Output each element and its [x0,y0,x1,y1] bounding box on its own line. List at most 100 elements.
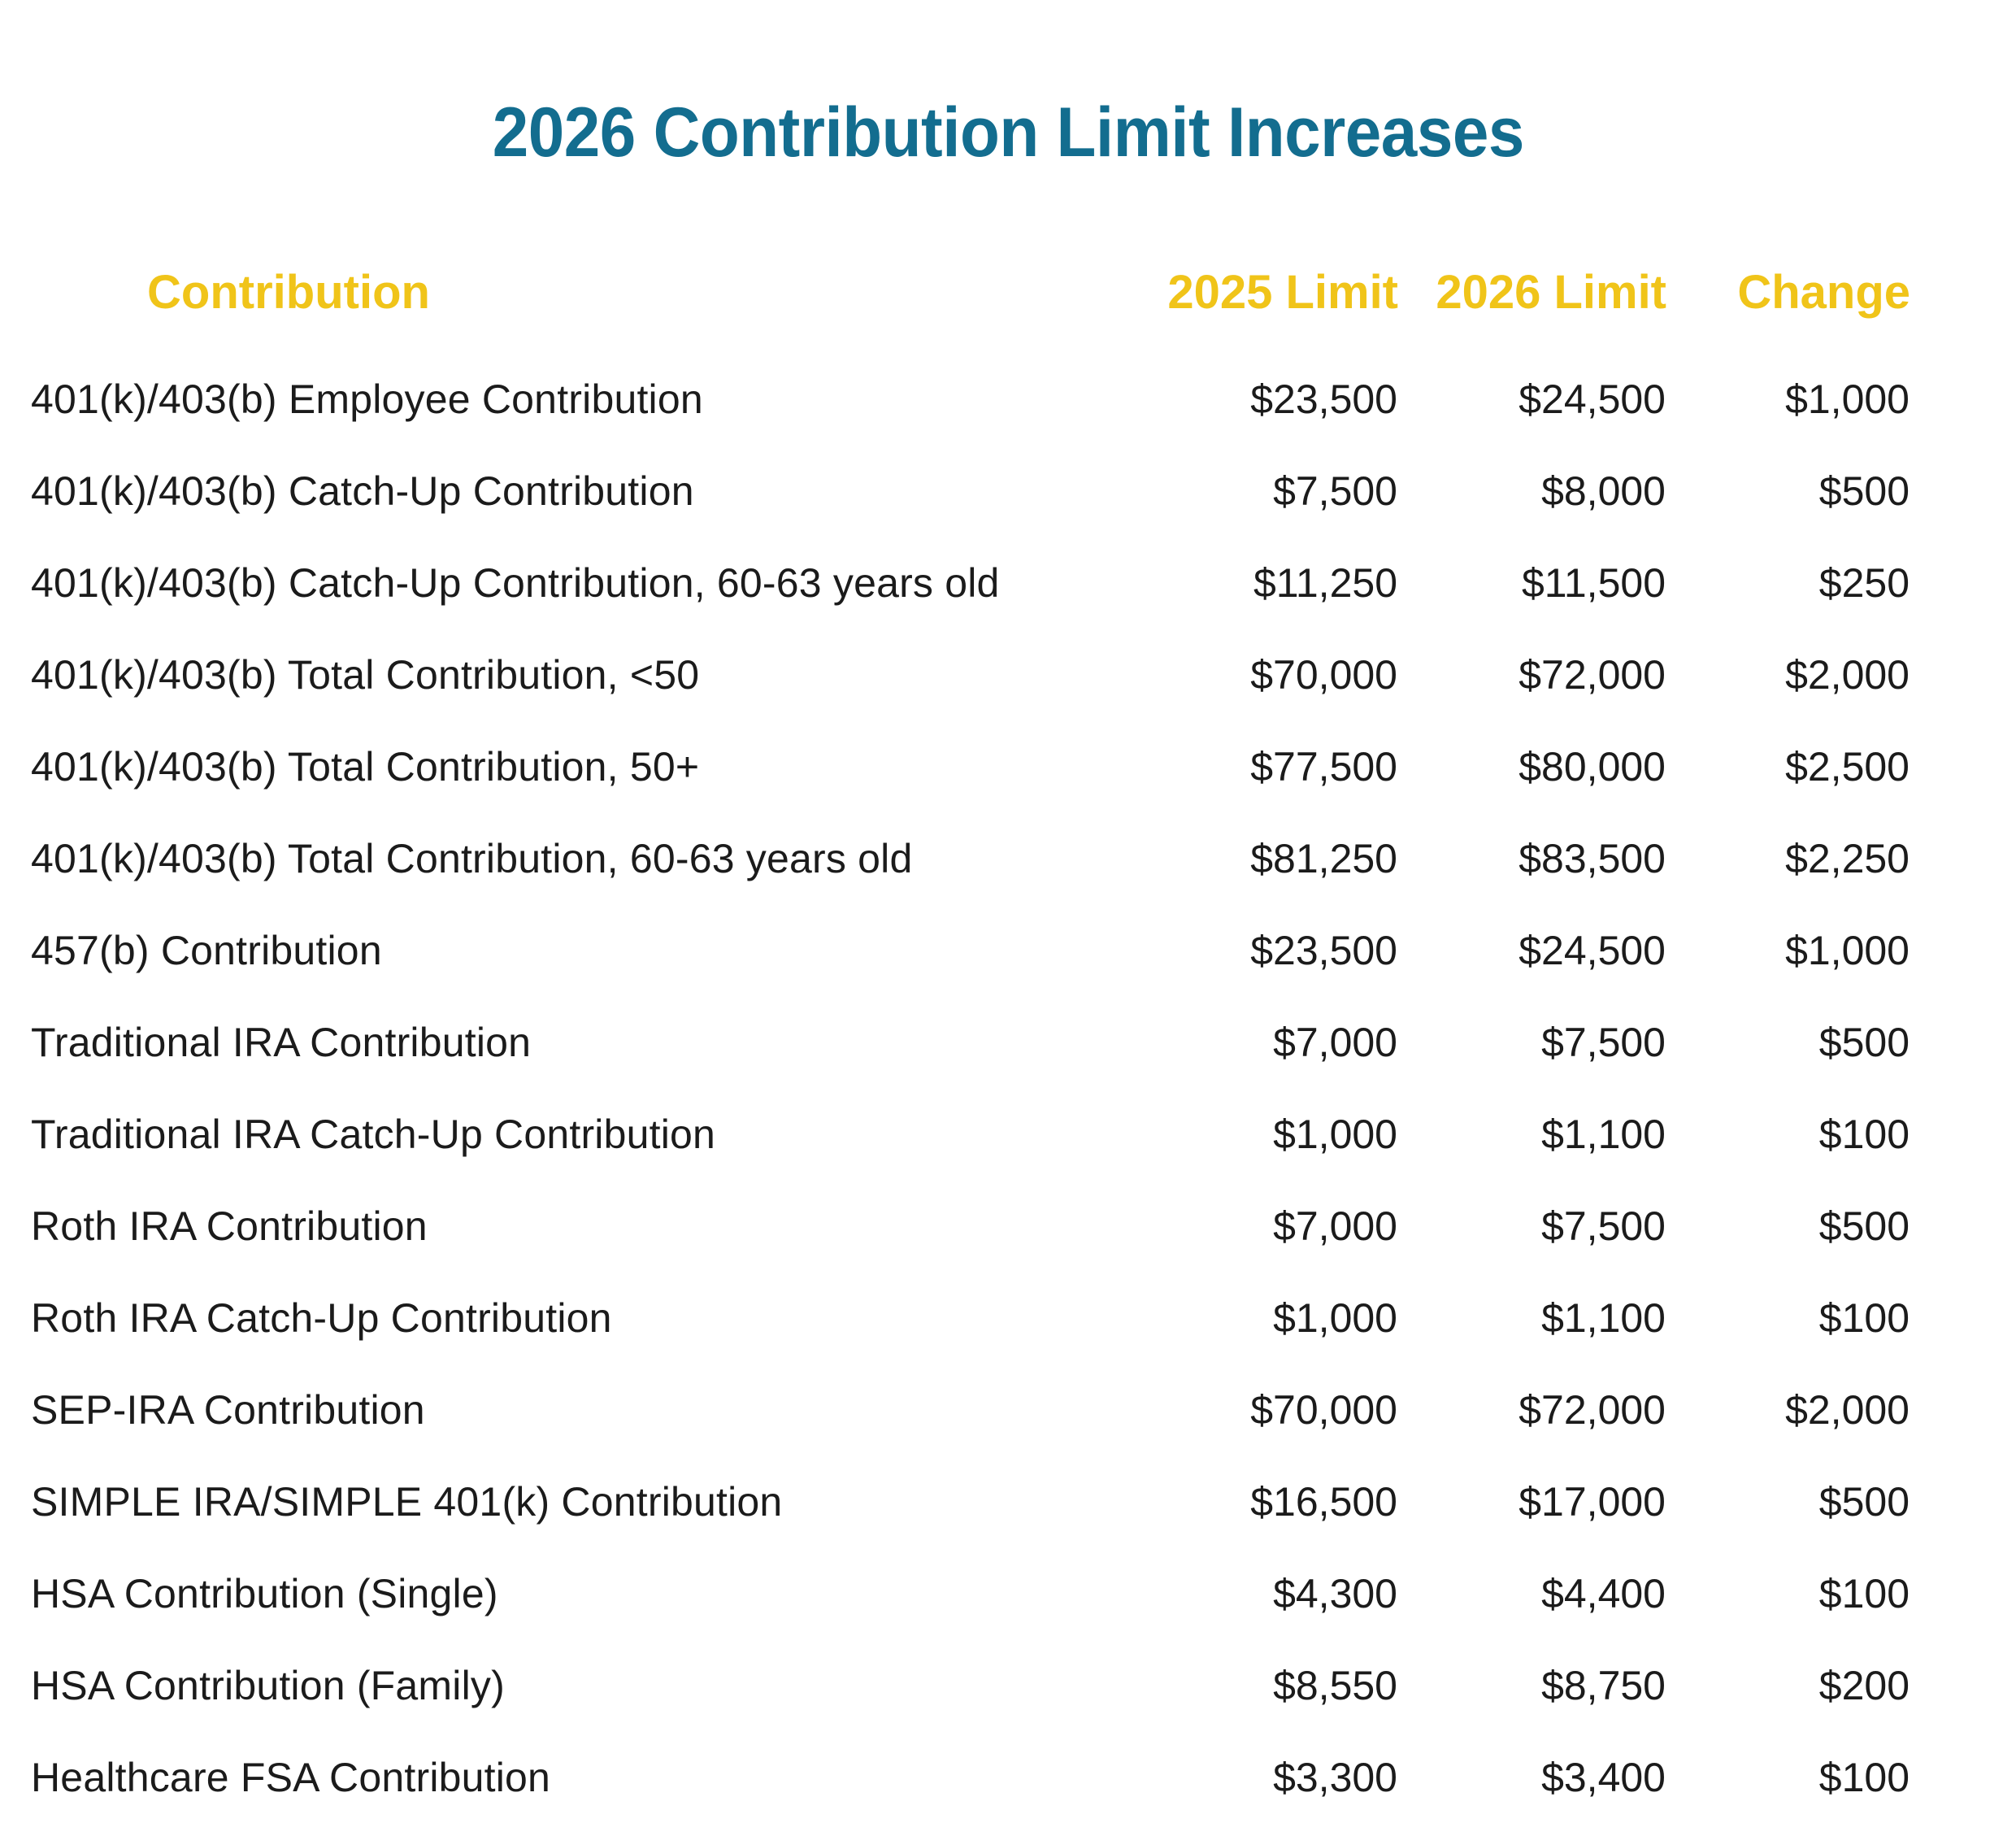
row-2026-limit: $4,400 [1541,1570,1666,1616]
row-change: $500 [1818,1019,1910,1065]
row-2025-limit: $16,500 [1250,1478,1397,1525]
row-2026-limit: $24,500 [1519,376,1666,422]
row-spacer [1910,996,2016,1088]
table-row: Traditional IRA Catch-Up Contribution $1,… [0,1088,2016,1180]
table-body: 401(k)/403(b) Employee Contribution $23,5… [0,316,2016,1823]
row-change: $1,000 [1785,927,1910,973]
row-label: SIMPLE IRA/SIMPLE 401(k) Contribution [31,1478,783,1525]
column-header-change: Change [1737,266,1910,320]
row-2026-limit: $7,500 [1541,1019,1666,1065]
table-row: HSA Contribution (Family) $8,550 $8,750 $20… [0,1639,2016,1731]
row-spacer [1910,1731,2016,1823]
row-change: $2,000 [1785,1386,1910,1433]
row-2025-limit: $7,500 [1273,468,1397,514]
row-spacer [1910,1639,2016,1731]
table-row: HSA Contribution (Single) $4,300 $4,400 $10… [0,1547,2016,1639]
table-row: Roth IRA Contribution $7,000 $7,500 $500 [0,1180,2016,1272]
row-2026-limit: $17,000 [1519,1478,1666,1525]
table-row: 401(k)/403(b) Employee Contribution $23,5… [0,316,2016,445]
row-change: $2,000 [1785,651,1910,698]
table-row: 401(k)/403(b) Total Contribution, 60-63 … [0,812,2016,904]
row-spacer [1910,1455,2016,1547]
row-label: Healthcare FSA Contribution [31,1754,551,1800]
row-label: SEP-IRA Contribution [31,1386,425,1433]
row-spacer [1910,1364,2016,1455]
row-label: 401(k)/403(b) Catch-Up Contribution, 60-… [31,559,1000,606]
row-change: $100 [1818,1570,1910,1616]
row-2025-limit: $7,000 [1273,1203,1397,1249]
column-header-spacer [1910,269,2016,316]
row-spacer [1910,1180,2016,1272]
row-change: $1,000 [1785,376,1910,422]
row-2026-limit: $72,000 [1519,1386,1666,1433]
table-row: Healthcare FSA Contribution $3,300 $3,400 $… [0,1731,2016,1823]
row-change: $100 [1818,1111,1910,1157]
page-title-container: 2026 Contribution Limit Increases [0,0,2016,214]
row-change: $2,250 [1785,835,1910,881]
row-2025-limit: $4,300 [1273,1570,1397,1616]
row-2026-limit: $3,400 [1541,1754,1666,1800]
row-2025-limit: $81,250 [1250,835,1397,881]
row-change: $200 [1818,1662,1910,1708]
column-header-2025-limit: 2025 Limit [1167,266,1398,320]
row-change: $2,500 [1785,743,1910,790]
row-change: $100 [1818,1294,1910,1341]
row-label: Roth IRA Contribution [31,1203,428,1249]
row-label: Traditional IRA Catch-Up Contribution [31,1111,716,1157]
table-row: Traditional IRA Contribution $7,000 $7,500… [0,996,2016,1088]
row-label: 457(b) Contribution [31,927,382,973]
row-change: $500 [1818,1478,1910,1525]
row-2025-limit: $23,500 [1250,927,1397,973]
table-row: 401(k)/403(b) Total Contribution, 50+ $77… [0,720,2016,812]
table-row: SIMPLE IRA/SIMPLE 401(k) Contribution $16… [0,1455,2016,1547]
row-2025-limit: $11,250 [1253,559,1397,606]
row-2026-limit: $8,750 [1541,1662,1666,1708]
row-2026-limit: $7,500 [1541,1203,1666,1249]
table-row: SEP-IRA Contribution $70,000 $72,000 $2,000 [0,1364,2016,1455]
table-row: 401(k)/403(b) Total Contribution, <50 $70… [0,629,2016,720]
row-label: 401(k)/403(b) Total Contribution, <50 [31,651,700,698]
row-2025-limit: $3,300 [1273,1754,1397,1800]
row-label: 401(k)/403(b) Total Contribution, 60-63 … [31,835,913,881]
column-header-contribution: Contribution [147,266,430,320]
row-label: Traditional IRA Contribution [31,1019,532,1065]
row-label: HSA Contribution (Single) [31,1570,498,1616]
row-change: $250 [1818,559,1910,606]
table-row: 457(b) Contribution $23,500 $24,500 $1,000 [0,904,2016,996]
column-header-2026-limit: 2026 Limit [1436,266,1666,320]
row-2025-limit: $7,000 [1273,1019,1397,1065]
row-spacer [1910,720,2016,812]
row-2025-limit: $23,500 [1250,376,1397,422]
row-spacer [1910,629,2016,720]
row-spacer [1910,445,2016,537]
row-label: 401(k)/403(b) Total Contribution, 50+ [31,743,700,790]
row-spacer [1910,904,2016,996]
row-2025-limit: $77,500 [1250,743,1397,790]
table-header-row: Contribution 2025 Limit 2026 Limit Chang… [0,269,2016,316]
row-2025-limit: $1,000 [1273,1111,1397,1157]
row-2025-limit: $1,000 [1273,1294,1397,1341]
row-spacer [1910,1272,2016,1364]
row-2026-limit: $1,100 [1541,1294,1666,1341]
row-2026-limit: $11,500 [1521,559,1666,606]
row-label: 401(k)/403(b) Employee Contribution [31,376,703,422]
row-spacer [1910,537,2016,629]
table-row: 401(k)/403(b) Catch-Up Contribution $7,50… [0,445,2016,537]
row-label: Roth IRA Catch-Up Contribution [31,1294,612,1341]
row-2026-limit: $72,000 [1519,651,1666,698]
page-title: 2026 Contribution Limit Increases [492,93,1524,172]
row-change: $100 [1818,1754,1910,1800]
row-2026-limit: $8,000 [1541,468,1666,514]
row-change: $500 [1818,468,1910,514]
row-2026-limit: $1,100 [1541,1111,1666,1157]
row-spacer [1910,812,2016,904]
row-2025-limit: $70,000 [1250,1386,1397,1433]
row-spacer [1910,1088,2016,1180]
row-change: $500 [1818,1203,1910,1249]
table-row: Roth IRA Catch-Up Contribution $1,000 $1,1… [0,1272,2016,1364]
table-row: 401(k)/403(b) Catch-Up Contribution, 60-… [0,537,2016,629]
table-header: Contribution 2025 Limit 2026 Limit Chang… [0,269,2016,316]
row-2025-limit: $8,550 [1273,1662,1397,1708]
contribution-limits-table: Contribution 2025 Limit 2026 Limit Chang… [0,269,2016,1823]
